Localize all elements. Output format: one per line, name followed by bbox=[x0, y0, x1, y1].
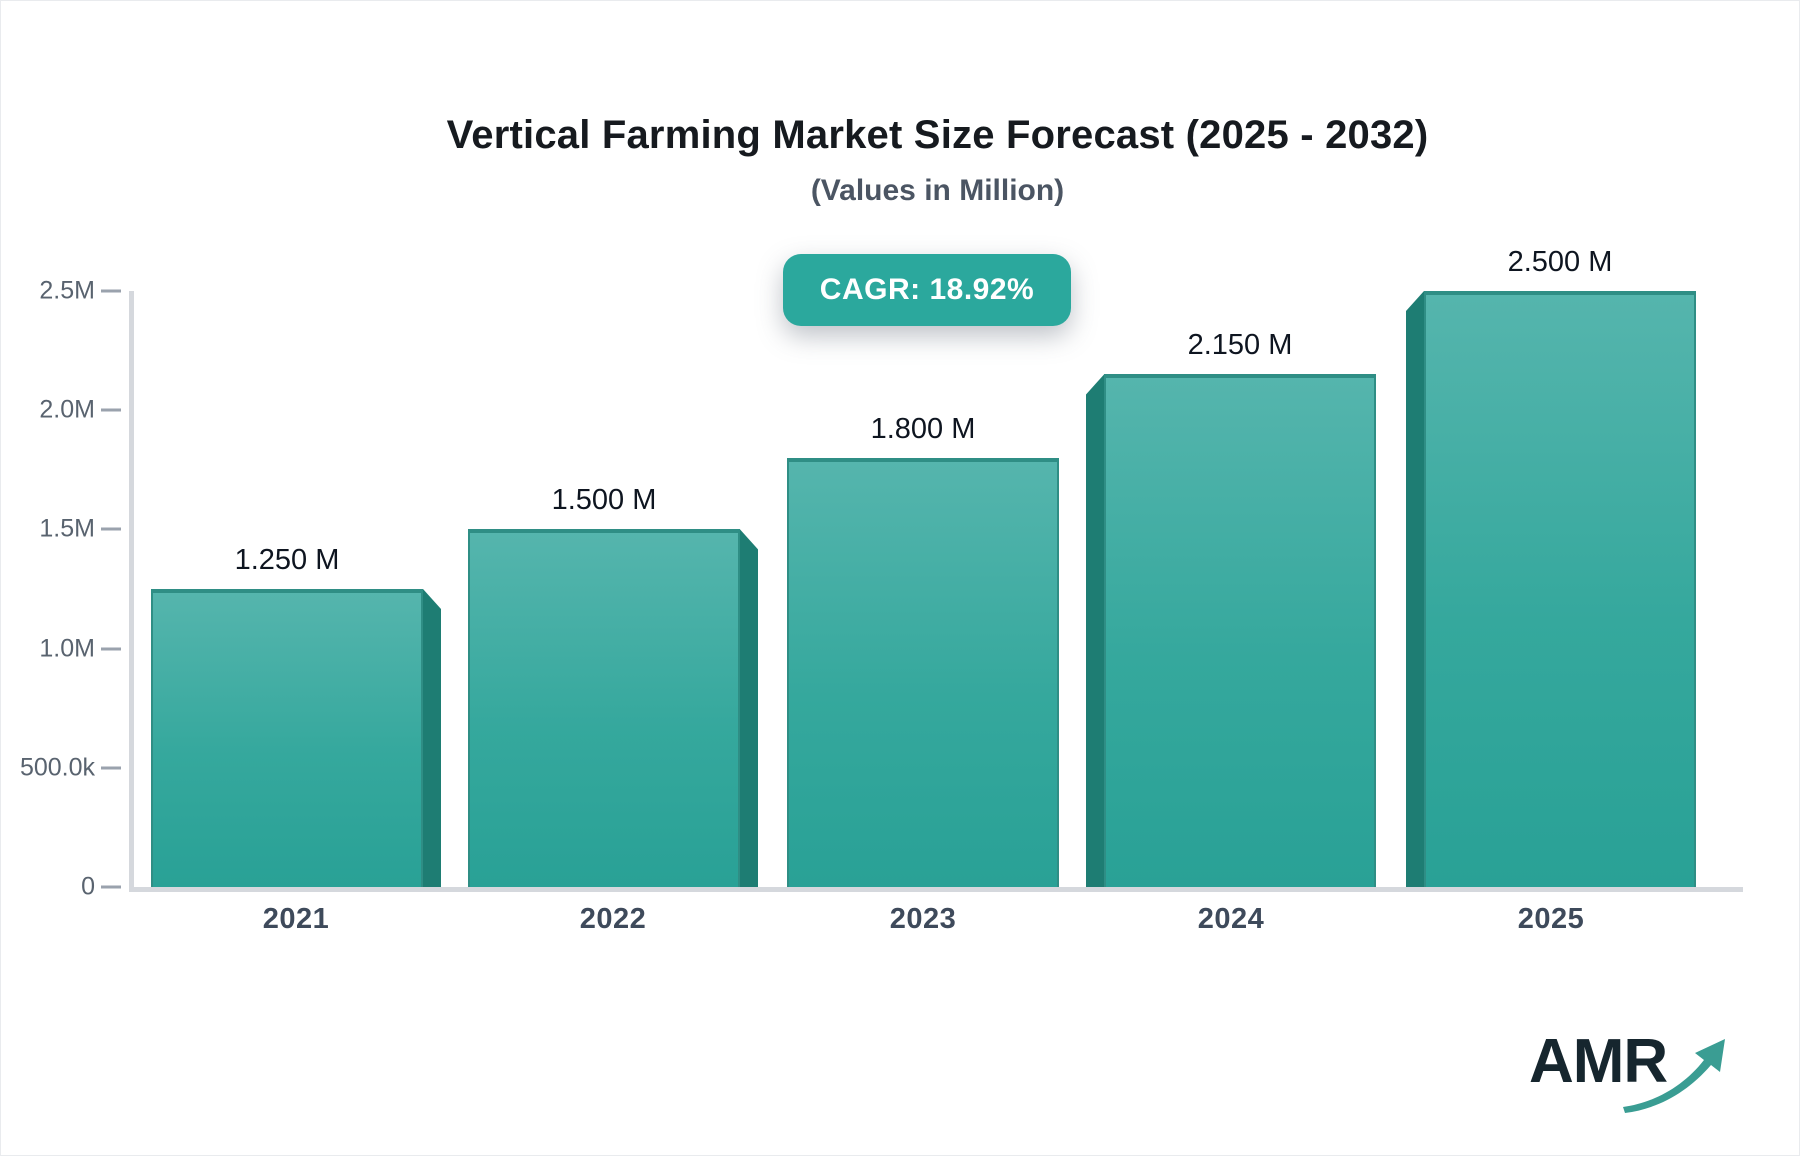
bar-side-face-2024 bbox=[1086, 374, 1104, 887]
cagr-badge: CAGR: 18.92% bbox=[783, 254, 1071, 326]
bar-value-label-2024: 2.150 M bbox=[1187, 329, 1293, 362]
bar-value-label-2021: 1.250 M bbox=[234, 544, 340, 576]
amr-logo-text: AMR bbox=[1529, 1027, 1668, 1096]
y-axis-tick-label: 500.0k bbox=[19, 753, 95, 782]
y-axis-tick-mark bbox=[101, 408, 121, 412]
x-axis-label-2025: 2025 bbox=[1517, 903, 1585, 935]
chart-subtitle: (Values in Million) bbox=[810, 174, 1065, 207]
growth-arrow-icon bbox=[1623, 1039, 1725, 1113]
bar-2024 bbox=[1104, 374, 1376, 887]
y-axis-tick-label: 0 bbox=[81, 872, 95, 901]
x-axis-label-2021: 2021 bbox=[262, 903, 330, 935]
bar-value-label-2022: 1.500 M bbox=[551, 484, 657, 517]
x-axis-label-2023: 2023 bbox=[889, 903, 957, 935]
bar-2025 bbox=[1424, 291, 1696, 887]
bar-2023 bbox=[787, 457, 1059, 887]
y-axis-tick-mark bbox=[101, 647, 121, 651]
y-axis-tick-label: 2.0M bbox=[39, 395, 95, 424]
bar-value-label-2023: 1.800 M bbox=[870, 412, 976, 445]
y-axis-tick-label: 1.0M bbox=[39, 634, 95, 663]
x-axis-label-2024: 2024 bbox=[1197, 903, 1265, 935]
y-axis-tick-mark bbox=[101, 527, 121, 531]
cagr-badge-label: CAGR: 18.92% bbox=[819, 273, 1035, 306]
y-axis-tick-label: 1.5M bbox=[39, 514, 95, 543]
bar-side-face-2022 bbox=[740, 529, 758, 887]
x-axis-label-2022: 2022 bbox=[579, 903, 647, 935]
chart-title: Vertical Farming Market Size Forecast (2… bbox=[446, 113, 1429, 157]
amr-logo: AMR bbox=[1529, 1031, 1729, 1121]
bar-side-face-2025 bbox=[1406, 291, 1424, 887]
y-axis-line bbox=[129, 291, 134, 890]
bar-side-face-2021 bbox=[423, 589, 441, 887]
y-axis-tick-mark bbox=[101, 289, 121, 293]
y-axis-tick-mark bbox=[101, 766, 121, 770]
y-axis-tick-label: 2.5M bbox=[39, 276, 95, 305]
bar-value-label-2025: 2.500 M bbox=[1507, 246, 1613, 278]
bar-2021 bbox=[151, 589, 423, 887]
bar-2022 bbox=[468, 529, 740, 887]
x-axis-baseline bbox=[129, 887, 1743, 892]
y-axis-tick-mark bbox=[101, 885, 121, 889]
